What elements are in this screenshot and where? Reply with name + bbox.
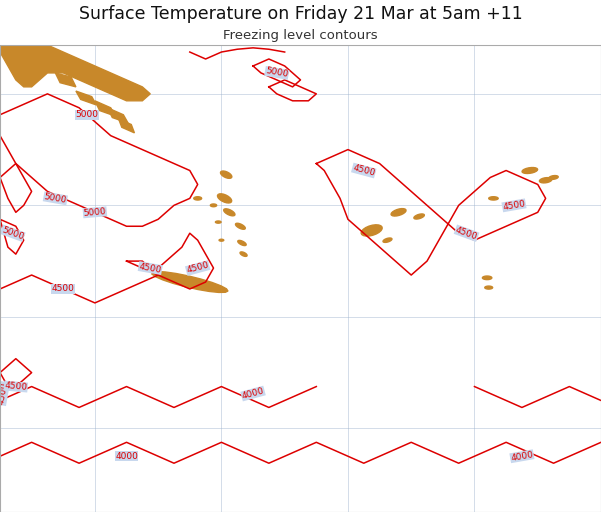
Text: 4500: 4500 (0, 381, 10, 406)
Text: 4500: 4500 (502, 199, 526, 212)
Text: 4500: 4500 (4, 381, 28, 392)
Polygon shape (540, 178, 552, 183)
Text: 5000: 5000 (83, 207, 107, 218)
Text: 4000: 4000 (241, 386, 265, 401)
Polygon shape (361, 225, 382, 236)
Polygon shape (55, 73, 76, 87)
Polygon shape (485, 286, 493, 289)
Text: 4500: 4500 (52, 285, 75, 293)
Polygon shape (210, 204, 217, 207)
Polygon shape (240, 252, 247, 257)
Text: 4000: 4000 (115, 452, 138, 461)
Text: 5000: 5000 (43, 192, 67, 205)
Text: 4500: 4500 (186, 261, 210, 275)
Polygon shape (483, 276, 492, 280)
Polygon shape (23, 45, 44, 59)
Text: 5000: 5000 (264, 67, 289, 79)
Polygon shape (118, 119, 135, 133)
Polygon shape (0, 45, 150, 101)
Polygon shape (414, 214, 424, 219)
Polygon shape (236, 223, 245, 229)
Text: Surface Temperature on Friday 21 Mar at 5am +11: Surface Temperature on Friday 21 Mar at … (79, 6, 522, 24)
Text: Freezing level contours: Freezing level contours (223, 29, 378, 41)
Polygon shape (218, 194, 232, 203)
Polygon shape (215, 221, 221, 223)
Text: 5000: 5000 (76, 110, 99, 119)
Polygon shape (489, 197, 498, 200)
Text: 5000: 5000 (1, 225, 25, 241)
Text: 4500: 4500 (352, 163, 376, 178)
Polygon shape (522, 167, 538, 174)
Polygon shape (219, 239, 224, 241)
Polygon shape (221, 171, 232, 178)
Polygon shape (238, 241, 246, 246)
Polygon shape (108, 108, 128, 123)
Text: 4500: 4500 (454, 225, 479, 241)
Polygon shape (391, 208, 406, 216)
Polygon shape (76, 91, 97, 105)
Polygon shape (224, 209, 235, 216)
Polygon shape (95, 101, 115, 116)
Text: 4500: 4500 (138, 262, 162, 274)
Text: 4000: 4000 (510, 450, 534, 463)
Polygon shape (383, 238, 392, 242)
Polygon shape (549, 176, 558, 179)
Polygon shape (194, 197, 202, 200)
Polygon shape (152, 271, 228, 292)
